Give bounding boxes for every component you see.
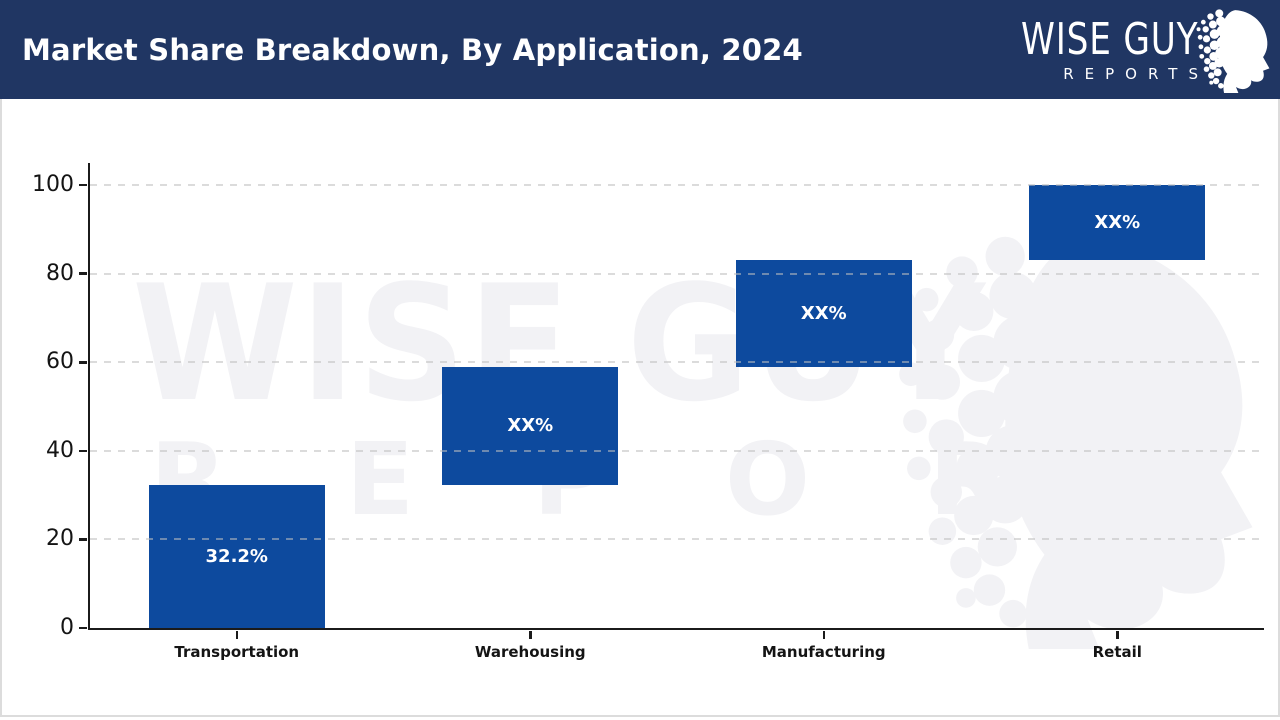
gridline-60	[90, 361, 1264, 364]
gridline-20	[90, 538, 1264, 541]
y-tick-mark-60	[79, 361, 87, 364]
category-label-warehousing: Warehousing	[474, 643, 586, 661]
y-tick-mark-80	[79, 272, 87, 275]
logo-wordmark: WISE GUY	[1020, 13, 1198, 65]
y-tick-mark-0	[79, 626, 87, 630]
bar-transportation	[148, 485, 325, 628]
gridline-40	[90, 449, 1264, 452]
x-tick-mark-warehousing	[529, 630, 532, 639]
logo-text: WISE GUY REPORTS	[971, 13, 1198, 82]
y-tick-mark-100	[79, 183, 87, 187]
frame-bottom-border	[0, 715, 1280, 717]
y-tick-label-80: 80	[46, 260, 74, 286]
header-bar: Market Share Breakdown, By Application, …	[0, 0, 1280, 99]
bar-value-label: XX%	[507, 415, 554, 437]
gridline-80	[90, 272, 1264, 275]
y-tick-mark-20	[79, 538, 87, 541]
y-tick-label-100: 100	[32, 172, 74, 198]
category-label-retail: Retail	[1092, 643, 1142, 661]
y-tick-label-40: 40	[46, 437, 74, 463]
y-tick-label-0: 0	[60, 615, 74, 640]
bar-value-label: XX%	[800, 302, 847, 324]
frame-right-border	[1278, 99, 1280, 717]
x-tick-mark-retail	[1116, 630, 1119, 639]
logo-subtitle: REPORTS	[1063, 64, 1209, 83]
wise-guy-logo: WISE GUY REPORTS	[971, 7, 1280, 93]
frame-left-border	[0, 99, 2, 717]
gridline-100	[90, 184, 1264, 187]
category-label-transportation: Transportation	[174, 643, 300, 661]
category-label-manufacturing: Manufacturing	[761, 643, 886, 661]
bar-manufacturing	[735, 260, 912, 367]
x-tick-mark-manufacturing	[822, 630, 825, 639]
bar-warehousing	[442, 366, 619, 486]
bar-value-label: 32.2%	[205, 545, 268, 567]
bar-value-label: XX%	[1094, 211, 1141, 233]
bar-retail	[1029, 185, 1206, 261]
y-tick-label-20: 20	[46, 526, 74, 552]
page-title: Market Share Breakdown, By Application, …	[22, 32, 803, 67]
plot-area: 0 20 40 60 80 100 32.2% Transportation XX% Wareho…	[32, 163, 1264, 661]
dotted-head-profile-icon	[1196, 8, 1270, 93]
y-tick-mark-40	[79, 449, 87, 453]
y-tick-label-60: 60	[46, 349, 74, 375]
x-tick-mark-transportation	[235, 630, 238, 639]
